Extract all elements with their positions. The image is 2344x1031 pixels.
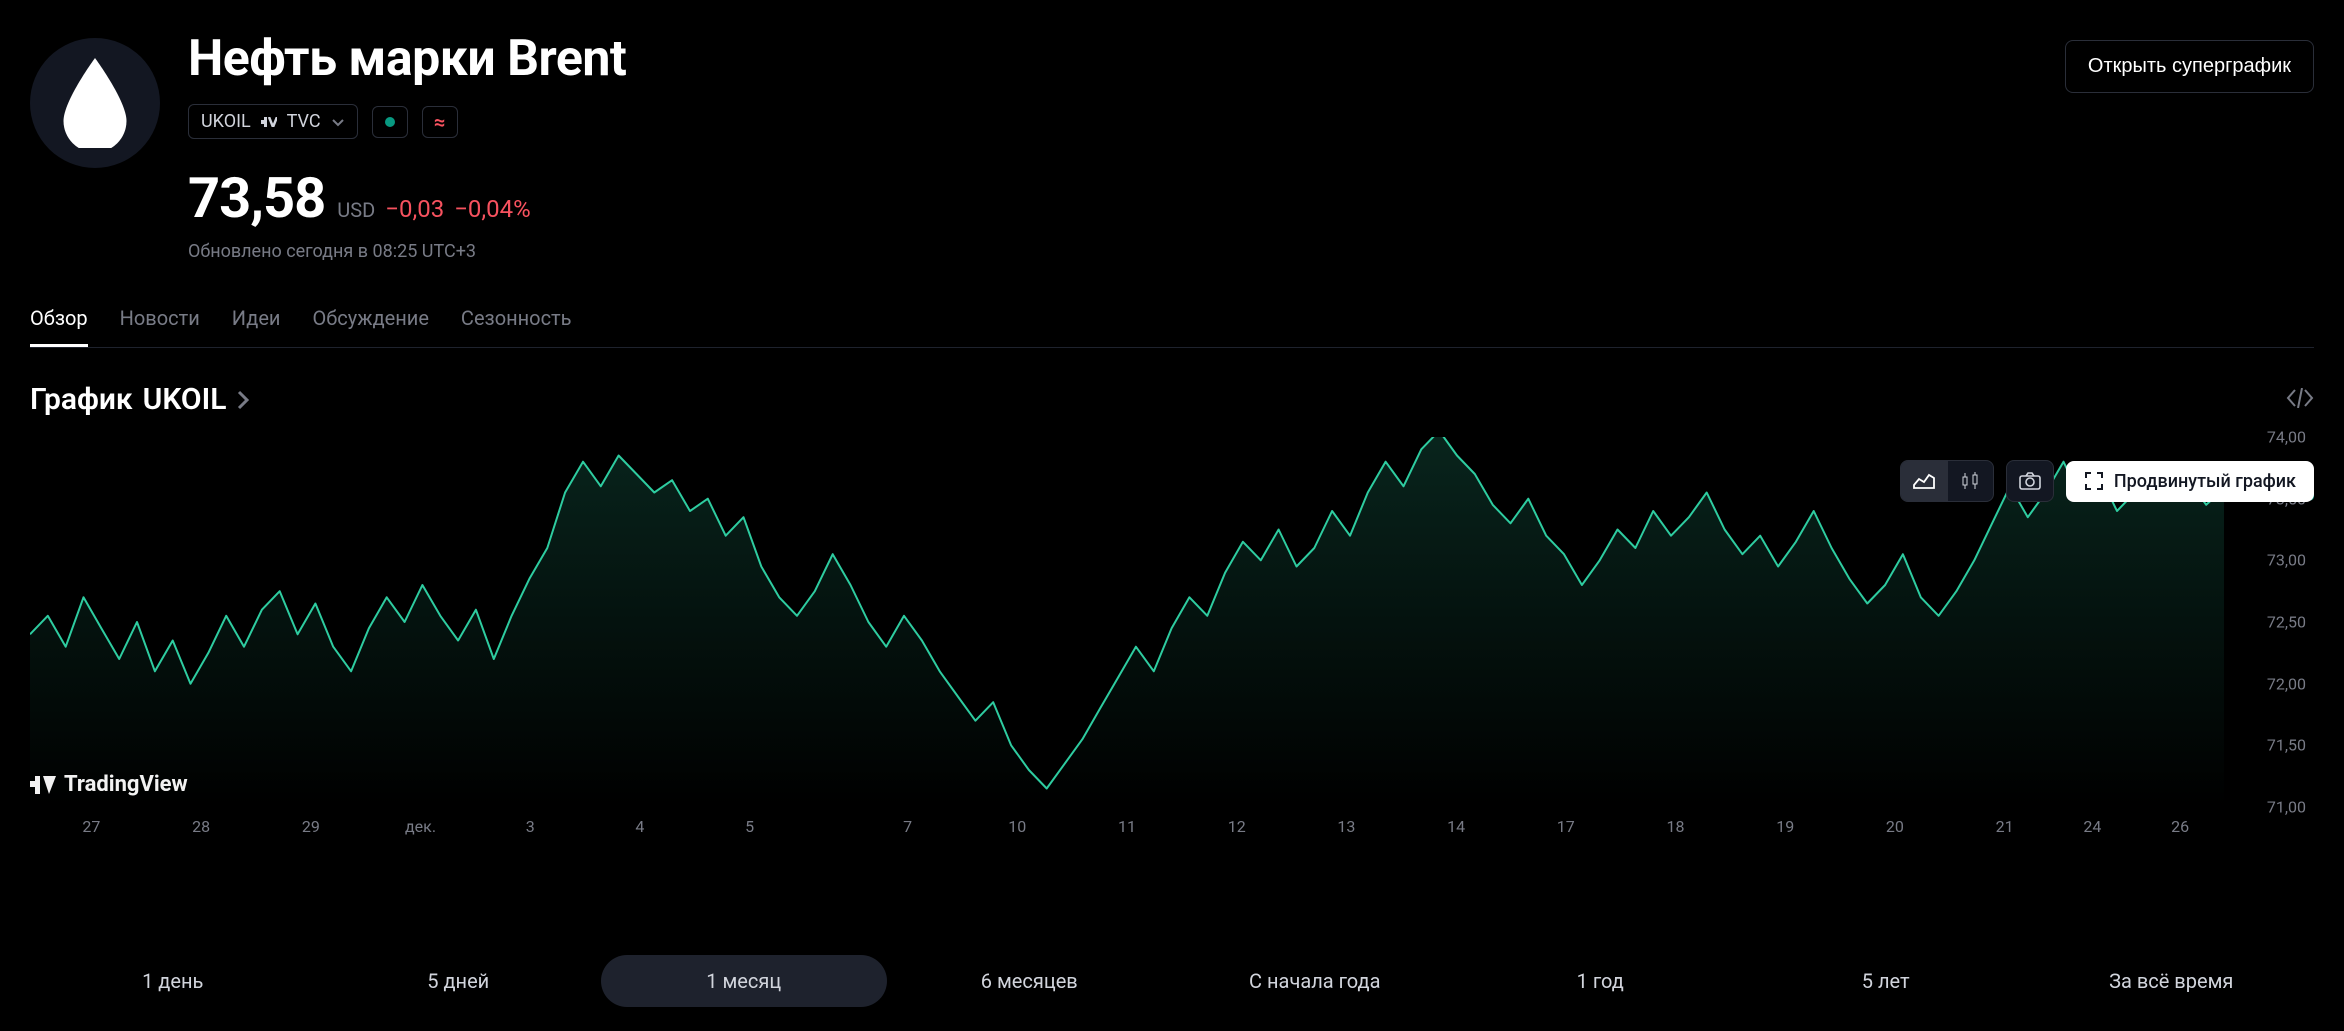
- y-tick: 73,00: [2229, 551, 2314, 570]
- change-absolute: −0,03: [385, 195, 444, 223]
- advanced-chart-label: Продвинутый график: [2114, 471, 2296, 492]
- currency-label: USD: [337, 198, 375, 222]
- x-tick: 19: [1776, 817, 1794, 836]
- tab-3[interactable]: Обсуждение: [312, 306, 428, 347]
- range-3[interactable]: 6 месяцев: [887, 955, 1173, 1007]
- y-tick: 72,50: [2229, 613, 2314, 632]
- snapshot-button[interactable]: [2007, 461, 2053, 501]
- tradingview-watermark: TradingView: [30, 772, 188, 797]
- x-tick: 12: [1228, 817, 1246, 836]
- y-tick: 74,00: [2229, 428, 2314, 447]
- derived-data-indicator[interactable]: ≈: [422, 106, 458, 138]
- x-tick: 20: [1886, 817, 1904, 836]
- tab-0[interactable]: Обзор: [30, 306, 88, 347]
- page-title: Нефть марки Brent: [188, 30, 2314, 88]
- candlestick-chart-button[interactable]: [1947, 461, 1993, 501]
- x-tick: 13: [1337, 817, 1355, 836]
- x-tick: 3: [526, 817, 535, 836]
- x-tick: 24: [2083, 817, 2101, 836]
- symbol-logo: [30, 38, 160, 168]
- embed-code-button[interactable]: [2286, 388, 2314, 412]
- chart-heading-link[interactable]: График UKOIL: [30, 382, 250, 417]
- y-tick: 71,50: [2229, 736, 2314, 755]
- range-0[interactable]: 1 день: [30, 955, 316, 1007]
- snapshot-group: [2006, 460, 2054, 502]
- tab-2[interactable]: Идеи: [232, 306, 281, 347]
- x-tick: 21: [1996, 817, 2014, 836]
- open-superchart-button[interactable]: Открыть суперграфик: [2065, 40, 2314, 93]
- area-chart-icon: [1913, 473, 1935, 489]
- ticker-symbol: UKOIL: [201, 111, 251, 132]
- x-tick: 11: [1118, 817, 1136, 836]
- market-status-indicator[interactable]: [372, 106, 408, 138]
- oil-drop-icon: [60, 58, 130, 148]
- chart-type-group: [1900, 460, 1994, 502]
- tab-4[interactable]: Сезонность: [461, 306, 572, 347]
- chevron-down-icon: [331, 115, 345, 129]
- x-tick: 29: [302, 817, 320, 836]
- range-5[interactable]: 1 год: [1458, 955, 1744, 1007]
- range-6[interactable]: 5 лет: [1743, 955, 2029, 1007]
- ticker-selector[interactable]: UKOIL TVC: [188, 104, 358, 139]
- x-tick: 4: [635, 817, 644, 836]
- range-1[interactable]: 5 дней: [316, 955, 602, 1007]
- status-dot-icon: [385, 117, 395, 127]
- change-percent: −0,04%: [454, 195, 531, 223]
- chart-heading-prefix: График: [30, 382, 133, 417]
- approx-icon: ≈: [434, 110, 446, 134]
- updated-timestamp: Обновлено сегодня в 08:25 UTC+3: [188, 241, 2314, 262]
- x-tick: дек.: [405, 817, 436, 836]
- range-4[interactable]: С начала года: [1172, 955, 1458, 1007]
- y-tick: 72,00: [2229, 674, 2314, 693]
- x-tick: 27: [82, 817, 100, 836]
- time-range-selector: 1 день5 дней1 месяц6 месяцевС начала год…: [30, 955, 2314, 1007]
- x-tick: 10: [1008, 817, 1026, 836]
- range-7[interactable]: За всё время: [2029, 955, 2315, 1007]
- tv-logo-icon: [30, 776, 56, 794]
- y-tick: 71,00: [2229, 798, 2314, 817]
- advanced-chart-button[interactable]: Продвинутый график: [2066, 461, 2314, 502]
- x-tick: 26: [2171, 817, 2189, 836]
- camera-icon: [2019, 472, 2041, 490]
- provider-label: TVC: [287, 111, 321, 132]
- fullscreen-icon: [2084, 471, 2104, 491]
- tab-1[interactable]: Новости: [120, 306, 200, 347]
- x-tick: 17: [1557, 817, 1575, 836]
- range-2[interactable]: 1 месяц: [601, 955, 887, 1007]
- candlestick-icon: [1960, 472, 1980, 490]
- chevron-right-icon: [236, 389, 250, 411]
- area-chart-button[interactable]: [1901, 461, 1947, 501]
- watermark-text: TradingView: [64, 772, 188, 797]
- tv-logo-icon: [261, 117, 277, 127]
- last-price: 73,58: [188, 165, 325, 231]
- x-tick: 14: [1447, 817, 1465, 836]
- nav-tabs: Обзор Новости Идеи Обсуждение Сезонность: [30, 306, 2314, 348]
- chart-heading-symbol: UKOIL: [143, 382, 227, 417]
- x-tick: 5: [745, 817, 754, 836]
- x-tick: 18: [1667, 817, 1685, 836]
- x-tick: 7: [903, 817, 912, 836]
- x-tick: 28: [192, 817, 210, 836]
